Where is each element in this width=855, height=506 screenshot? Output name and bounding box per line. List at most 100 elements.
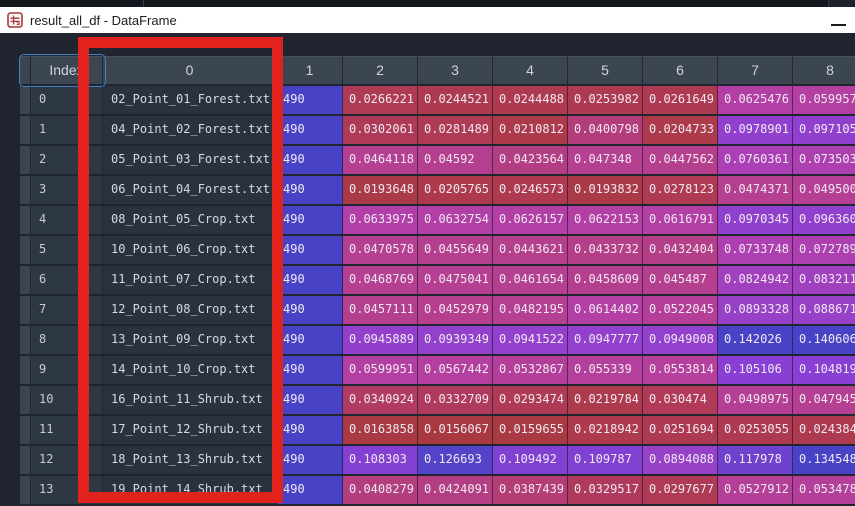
column-header-2[interactable]: 2	[343, 56, 418, 84]
value-cell[interactable]: 0.0244521	[418, 86, 493, 114]
value-cell[interactable]: 490	[277, 86, 343, 114]
value-cell[interactable]: 0.083211	[793, 266, 855, 294]
index-cell[interactable]: 12	[31, 446, 103, 474]
value-cell[interactable]: 0.109787	[568, 446, 643, 474]
value-cell[interactable]: 0.0949008	[643, 326, 718, 354]
value-cell[interactable]: 0.0633975	[343, 206, 418, 234]
value-cell[interactable]: 0.0468769	[343, 266, 418, 294]
value-cell[interactable]: 0.0735037	[793, 146, 855, 174]
filename-cell[interactable]: 06_Point_04_Forest.txt	[103, 176, 277, 204]
value-cell[interactable]: 0.0297677	[643, 476, 718, 504]
value-cell[interactable]: 0.0475041	[418, 266, 493, 294]
index-cell[interactable]: 8	[31, 326, 103, 354]
value-cell[interactable]: 0.0457111	[343, 296, 418, 324]
column-header-0[interactable]: 0	[103, 56, 277, 84]
value-cell[interactable]: 490	[277, 386, 343, 414]
value-cell[interactable]: 0.0894088	[643, 446, 718, 474]
index-cell[interactable]: 0	[31, 86, 103, 114]
value-cell[interactable]: 0.0760361	[718, 146, 793, 174]
value-cell[interactable]: 0.0400798	[568, 116, 643, 144]
value-cell[interactable]: 0.0495007	[793, 176, 855, 204]
value-cell[interactable]: 490	[277, 116, 343, 144]
value-cell[interactable]: 0.0455649	[418, 236, 493, 264]
column-header-4[interactable]: 4	[493, 56, 568, 84]
filename-cell[interactable]: 13_Point_09_Crop.txt	[103, 326, 277, 354]
value-cell[interactable]: 0.0824942	[718, 266, 793, 294]
value-cell[interactable]: 0.0266221	[343, 86, 418, 114]
value-cell[interactable]: 490	[277, 326, 343, 354]
value-cell[interactable]: 0.0278123	[643, 176, 718, 204]
value-cell[interactable]: 0.0433732	[568, 236, 643, 264]
value-cell[interactable]: 0.0302061	[343, 116, 418, 144]
value-cell[interactable]: 0.142026	[718, 326, 793, 354]
filename-cell[interactable]: 08_Point_05_Crop.txt	[103, 206, 277, 234]
value-cell[interactable]: 0.140606	[793, 326, 855, 354]
value-cell[interactable]: 490	[277, 176, 343, 204]
value-cell[interactable]: 0.0163858	[343, 416, 418, 444]
value-cell[interactable]: 0.0281489	[418, 116, 493, 144]
value-cell[interactable]: 0.0553814	[643, 356, 718, 384]
value-cell[interactable]: 0.0978901	[718, 116, 793, 144]
value-cell[interactable]: 0.055339	[568, 356, 643, 384]
value-cell[interactable]: 0.0329517	[568, 476, 643, 504]
value-cell[interactable]: 0.0251694	[643, 416, 718, 444]
value-cell[interactable]: 0.0253055	[718, 416, 793, 444]
minimize-icon[interactable]	[831, 24, 846, 26]
value-cell[interactable]: 0.0622153	[568, 206, 643, 234]
column-header-5[interactable]: 5	[568, 56, 643, 84]
value-cell[interactable]: 0.0246573	[493, 176, 568, 204]
index-cell[interactable]: 2	[31, 146, 103, 174]
value-cell[interactable]: 0.0886717	[793, 296, 855, 324]
filename-cell[interactable]: 18_Point_13_Shrub.txt	[103, 446, 277, 474]
value-cell[interactable]: 0.0293474	[493, 386, 568, 414]
filename-cell[interactable]: 10_Point_06_Crop.txt	[103, 236, 277, 264]
index-cell[interactable]: 9	[31, 356, 103, 384]
value-cell[interactable]: 0.053478	[793, 476, 855, 504]
value-cell[interactable]: 490	[277, 416, 343, 444]
value-cell[interactable]: 0.0614402	[568, 296, 643, 324]
value-cell[interactable]: 0.104819	[793, 356, 855, 384]
value-cell[interactable]: 0.0727897	[793, 236, 855, 264]
filename-cell[interactable]: 16_Point_11_Shrub.txt	[103, 386, 277, 414]
value-cell[interactable]: 0.0408279	[343, 476, 418, 504]
value-cell[interactable]: 0.0261649	[643, 86, 718, 114]
value-cell[interactable]: 0.0204733	[643, 116, 718, 144]
value-cell[interactable]: 0.108303	[343, 446, 418, 474]
value-cell[interactable]: 0.0159655	[493, 416, 568, 444]
value-cell[interactable]: 0.0470578	[343, 236, 418, 264]
index-cell[interactable]: 4	[31, 206, 103, 234]
index-cell[interactable]: 5	[31, 236, 103, 264]
index-header-group[interactable]: Index	[19, 54, 106, 87]
value-cell[interactable]: 0.0945889	[343, 326, 418, 354]
filename-cell[interactable]: 12_Point_08_Crop.txt	[103, 296, 277, 324]
value-cell[interactable]: 0.0244488	[493, 86, 568, 114]
value-cell[interactable]: 0.0424091	[418, 476, 493, 504]
filename-cell[interactable]: 02_Point_01_Forest.txt	[103, 86, 277, 114]
value-cell[interactable]: 0.0527912	[718, 476, 793, 504]
value-cell[interactable]: 0.0218942	[568, 416, 643, 444]
value-cell[interactable]: 0.0567442	[418, 356, 493, 384]
filename-cell[interactable]: 04_Point_02_Forest.txt	[103, 116, 277, 144]
value-cell[interactable]: 0.0947777	[568, 326, 643, 354]
value-cell[interactable]: 0.047348	[568, 146, 643, 174]
value-cell[interactable]: 0.0464118	[343, 146, 418, 174]
value-cell[interactable]: 0.0193648	[343, 176, 418, 204]
value-cell[interactable]: 0.0893328	[718, 296, 793, 324]
column-header-7[interactable]: 7	[718, 56, 793, 84]
value-cell[interactable]: 0.134548	[793, 446, 855, 474]
index-cell[interactable]: 10	[31, 386, 103, 414]
value-cell[interactable]: 0.0458609	[568, 266, 643, 294]
value-cell[interactable]: 0.0970345	[718, 206, 793, 234]
value-cell[interactable]: 490	[277, 236, 343, 264]
value-cell[interactable]: 0.0387439	[493, 476, 568, 504]
value-cell[interactable]: 0.0939349	[418, 326, 493, 354]
filename-cell[interactable]: 11_Point_07_Crop.txt	[103, 266, 277, 294]
value-cell[interactable]: 490	[277, 146, 343, 174]
value-cell[interactable]: 0.0482195	[493, 296, 568, 324]
value-cell[interactable]: 0.117978	[718, 446, 793, 474]
value-cell[interactable]: 0.126693	[418, 446, 493, 474]
value-cell[interactable]: 0.0447562	[643, 146, 718, 174]
value-cell[interactable]: 0.0432404	[643, 236, 718, 264]
value-cell[interactable]: 0.0599951	[343, 356, 418, 384]
value-cell[interactable]: 0.0626157	[493, 206, 568, 234]
